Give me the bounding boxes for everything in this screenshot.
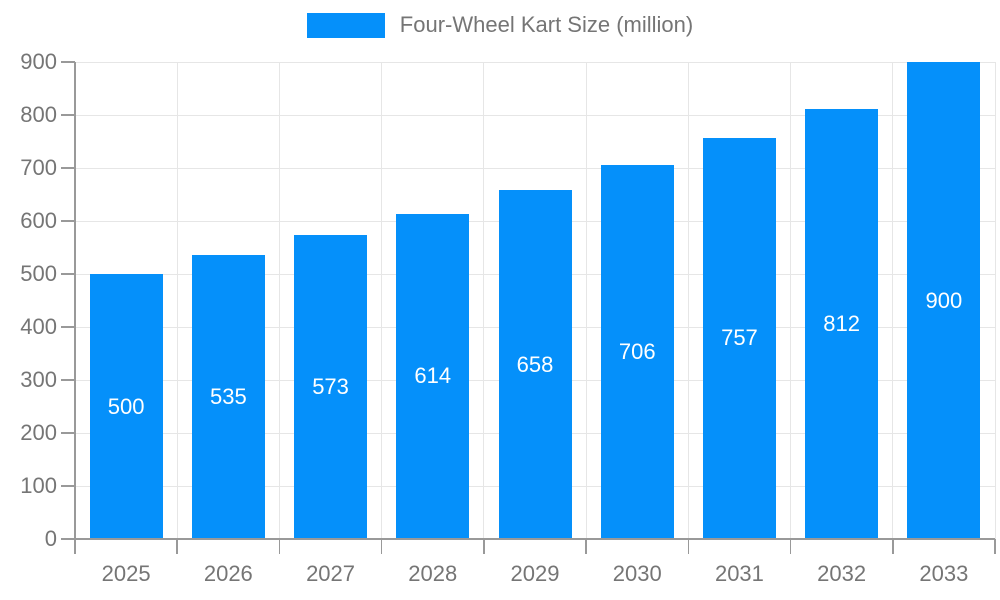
y-axis-tick	[61, 538, 75, 540]
y-axis-tick	[61, 114, 75, 116]
bar[interactable]	[498, 190, 572, 539]
category-boundary-gridline	[892, 62, 894, 539]
x-axis-tick-label: 2029	[510, 561, 560, 586]
y-axis-tick	[61, 432, 75, 434]
legend-label: Four-Wheel Kart Size (million)	[399, 12, 694, 37]
x-axis-tick	[278, 539, 281, 554]
legend[interactable]: Four-Wheel Kart Size (million)	[0, 12, 1000, 38]
bar[interactable]	[396, 213, 470, 539]
y-axis-tick-label: 900	[20, 49, 57, 74]
bar[interactable]	[907, 62, 981, 539]
bar[interactable]	[600, 164, 674, 539]
y-gridline	[75, 167, 995, 169]
y-axis-tick	[61, 167, 75, 169]
bar[interactable]	[702, 137, 776, 539]
y-axis-tick-label: 300	[20, 367, 57, 392]
x-axis-tick	[994, 539, 996, 554]
x-axis-tick-label: 2028	[408, 561, 458, 586]
y-axis-tick	[61, 273, 75, 275]
x-axis-tick-label: 2033	[919, 561, 969, 586]
x-axis-tick	[789, 539, 792, 554]
x-axis-tick-label: 2030	[612, 561, 662, 586]
category-boundary-gridline	[994, 62, 996, 539]
y-axis-tick-label: 0	[44, 526, 57, 551]
y-axis-tick-label: 200	[20, 420, 57, 445]
x-axis-tick	[380, 539, 383, 554]
x-axis-tick-label: 2031	[714, 561, 764, 586]
y-axis-tick-label: 500	[20, 261, 57, 286]
x-axis-tick-label: 2032	[817, 561, 867, 586]
x-axis-tick-label: 2026	[203, 561, 253, 586]
y-axis-tick	[61, 326, 75, 328]
y-gridline	[75, 61, 995, 63]
category-boundary-gridline	[381, 62, 383, 539]
x-axis-tick	[585, 539, 587, 554]
category-boundary-gridline	[176, 62, 178, 539]
bar[interactable]	[294, 235, 368, 539]
y-axis-tick-label: 700	[20, 155, 57, 180]
category-boundary-gridline	[790, 62, 792, 539]
bar[interactable]	[89, 274, 163, 539]
legend-swatch-icon	[306, 12, 385, 38]
y-axis-tick	[61, 61, 75, 63]
x-axis-tick	[892, 539, 894, 554]
x-axis-tick-label: 2025	[101, 561, 151, 586]
y-axis-tick	[61, 379, 75, 381]
category-boundary-gridline	[585, 62, 587, 539]
x-axis-tick	[687, 539, 690, 554]
x-axis-tick	[176, 539, 178, 554]
x-axis-tick	[483, 539, 485, 554]
y-axis-tick-label: 800	[20, 102, 57, 127]
y-axis-tick	[61, 220, 75, 222]
y-axis-line	[74, 62, 76, 554]
y-axis-tick-label: 100	[20, 473, 57, 498]
x-axis-tick-label: 2027	[306, 561, 356, 586]
x-axis-line	[74, 538, 995, 540]
category-boundary-gridline	[687, 62, 689, 539]
y-gridline	[75, 114, 995, 116]
y-axis-tick-label: 600	[20, 208, 57, 233]
bar[interactable]	[805, 108, 879, 539]
y-axis-tick-label: 400	[20, 314, 57, 339]
category-boundary-gridline	[483, 62, 485, 539]
bar[interactable]	[191, 255, 265, 539]
category-boundary-gridline	[278, 62, 280, 539]
y-axis-tick	[61, 485, 75, 487]
